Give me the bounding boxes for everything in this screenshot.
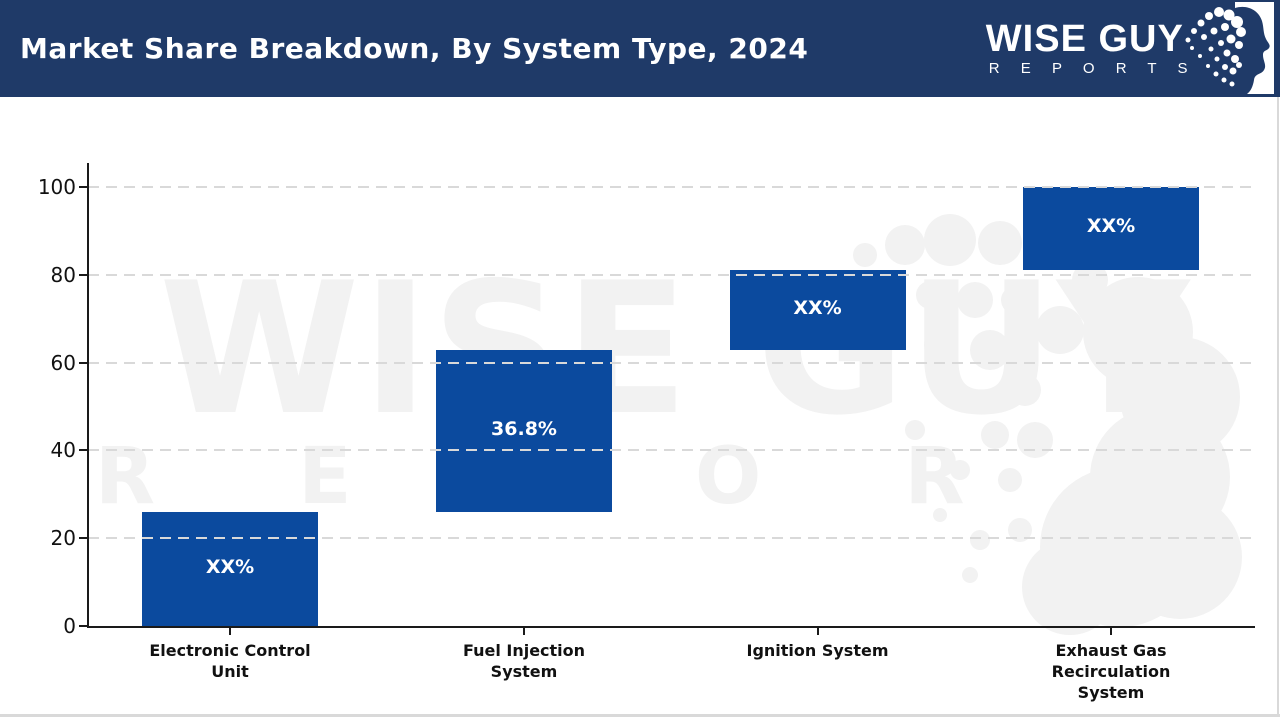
y-axis-tick-label: 40 [50,438,76,463]
bar-segment [142,511,318,626]
x-axis-category-line: Recirculation [1051,662,1171,681]
y-axis-tick-label: 20 [50,526,76,551]
x-axis-category-label: Fuel Injection System [379,640,669,682]
bar-value-label: XX% [205,555,255,578]
x-axis-category-line: Electronic Control [149,641,311,660]
gridline [88,361,1255,364]
x-axis-category-label: Exhaust Gas Recirculation System [966,640,1256,703]
y-axis-tick-mark [79,186,88,188]
y-axis-tick-mark [79,361,88,364]
x-axis-category-line: Fuel Injection [462,641,586,660]
x-axis-line [87,626,1255,628]
x-axis-category-line: Exhaust Gas [1055,641,1167,660]
footer-divider [0,714,1280,717]
gridline [88,273,1255,276]
y-axis-tick-mark [79,449,88,452]
x-axis-tick-mark [523,627,525,635]
bar-value-label: XX% [793,296,842,319]
y-axis-tick-mark [79,273,88,276]
gridline [88,449,1255,452]
brand-name: WISE GUY [985,18,1184,60]
y-axis-tick-label: 0 [63,614,76,638]
y-axis-tick-label: 100 [37,175,76,199]
gridline [88,537,1255,540]
bar-value-label: XX% [1086,215,1136,238]
logo-face-icon [1185,2,1274,94]
page-title: Market Share Breakdown, By System Type, … [20,32,809,65]
x-axis-tick-mark [1110,627,1112,635]
y-axis-tick-mark [79,537,88,540]
bar-segment [1023,187,1199,270]
brand-logo-text: WISE GUY R E P O R T S [986,20,1196,77]
x-axis-category-label: Electronic Control Unit [85,640,375,682]
right-edge-divider [1277,97,1279,717]
bar-segment [436,350,612,512]
x-axis-tick-mark [229,627,231,635]
x-axis-category-line: Unit [211,662,249,681]
bar-segment [729,269,906,351]
gridline [88,186,1255,188]
y-axis-line [87,163,89,628]
x-axis-category-line: System [490,662,558,681]
brand-subtitle: R E P O R T S [988,60,1196,77]
bar-value-label: 36.8% [491,418,557,441]
y-axis-tick-label: 60 [50,350,76,375]
y-axis-tick-mark [79,625,88,627]
x-axis-category-line: Ignition System [746,641,889,660]
x-axis-category-line: System [1077,683,1145,702]
x-axis-category-label: Ignition System [673,640,963,661]
header-bar: Market Share Breakdown, By System Type, … [0,0,1280,97]
y-axis-tick-label: 80 [50,262,76,287]
x-axis-tick-mark [816,627,819,635]
brand-logo: WISE GUY R E P O R T S [986,0,1274,97]
